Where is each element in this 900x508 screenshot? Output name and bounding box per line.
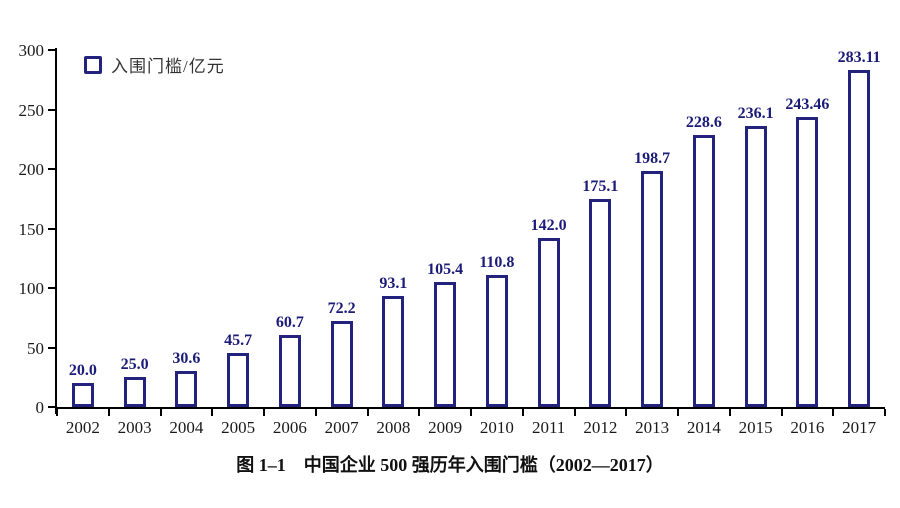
y-tick-label: 300 — [18, 41, 45, 60]
bar-value-label: 236.1 — [737, 105, 774, 123]
bar-value-label: 30.6 — [172, 349, 201, 367]
bar-2003 — [123, 377, 146, 407]
x-tick — [677, 409, 679, 416]
y-tick — [48, 287, 57, 289]
y-tick-label: 100 — [18, 279, 45, 298]
bar-2016 — [796, 117, 819, 407]
x-tick-label: 2013 — [635, 418, 670, 437]
bar-value-label: 25.0 — [120, 356, 149, 374]
x-tick — [314, 409, 317, 416]
bar-value-label: 93.1 — [379, 275, 408, 293]
x-tick — [470, 409, 472, 416]
bar-2014 — [692, 134, 715, 407]
x-tick — [521, 409, 524, 416]
x-tick — [573, 409, 576, 416]
bar-2009 — [434, 281, 457, 407]
chart-title: 图 1–1 中国企业 500 强历年入围门槛（2002—2017） — [236, 455, 664, 475]
y-tick — [48, 49, 57, 51]
x-tick — [832, 409, 835, 416]
x-tick-label: 2005 — [221, 418, 256, 437]
bar-2002 — [71, 383, 94, 407]
legend-swatch-icon — [84, 55, 102, 74]
y-tick — [48, 406, 57, 408]
x-tick — [884, 409, 886, 416]
bar-value-label: 198.7 — [634, 149, 671, 167]
y-tick-label: 0 — [35, 398, 45, 417]
bar-value-label: 142.0 — [530, 217, 567, 235]
bar-2004 — [175, 370, 198, 407]
x-tick — [107, 409, 110, 416]
x-tick-label: 2014 — [686, 418, 721, 437]
bar-value-label: 105.4 — [427, 260, 464, 278]
bar-value-label: 243.46 — [785, 96, 830, 114]
y-tick-label: 150 — [18, 219, 45, 239]
x-tick — [625, 409, 628, 416]
bar-value-label: 110.8 — [479, 254, 515, 272]
bar-2007 — [330, 321, 353, 407]
x-tick-label: 2017 — [842, 418, 877, 437]
bar-2013 — [641, 170, 664, 407]
bar-value-label: 60.7 — [275, 313, 304, 331]
x-tick-label: 2012 — [583, 418, 618, 437]
y-tick — [48, 346, 57, 349]
x-axis-line — [55, 407, 885, 409]
y-tick-label: 50 — [27, 338, 44, 358]
legend: 入围门槛/亿元 — [84, 52, 225, 77]
x-tick — [780, 409, 783, 416]
legend-label: 入围门槛/亿元 — [111, 57, 225, 76]
bar-value-label: 283.11 — [837, 49, 881, 67]
x-tick-label: 2007 — [324, 418, 359, 437]
x-tick-label: 2016 — [790, 418, 825, 437]
x-tick — [418, 409, 421, 416]
bar-value-label: 20.0 — [68, 362, 97, 380]
bar-value-label: 175.1 — [582, 177, 619, 195]
x-tick-label: 2006 — [272, 418, 307, 437]
x-tick-label: 2011 — [531, 418, 566, 437]
x-tick — [56, 409, 58, 416]
x-tick — [263, 409, 265, 416]
bar-2010 — [485, 275, 508, 407]
x-tick — [728, 409, 731, 416]
x-tick-label: 2003 — [117, 418, 152, 437]
bar-2005 — [227, 352, 250, 407]
x-tick — [366, 409, 369, 416]
bar-2015 — [744, 126, 767, 407]
x-tick-label: 2015 — [738, 418, 773, 437]
x-tick-label: 2004 — [169, 418, 204, 437]
bar-value-label: 72.2 — [327, 300, 356, 318]
y-axis-line — [55, 48, 57, 414]
x-tick-label: 2002 — [65, 418, 100, 437]
bar-2006 — [278, 334, 301, 407]
y-tick — [48, 108, 57, 111]
bar-2017 — [848, 70, 871, 407]
x-tick-label: 2008 — [376, 418, 411, 437]
y-tick — [48, 168, 57, 170]
bar-2008 — [382, 296, 405, 407]
bar-2011 — [537, 238, 560, 407]
bar-value-label: 45.7 — [224, 331, 253, 349]
y-tick-label: 250 — [18, 100, 45, 120]
x-tick — [159, 409, 162, 416]
y-tick — [48, 227, 57, 230]
bar-2012 — [589, 198, 612, 407]
bar-value-label: 228.6 — [685, 113, 722, 131]
y-tick-label: 200 — [18, 160, 45, 179]
x-tick-label: 2009 — [428, 418, 463, 437]
x-tick-label: 2010 — [479, 418, 514, 437]
x-tick — [211, 409, 214, 416]
